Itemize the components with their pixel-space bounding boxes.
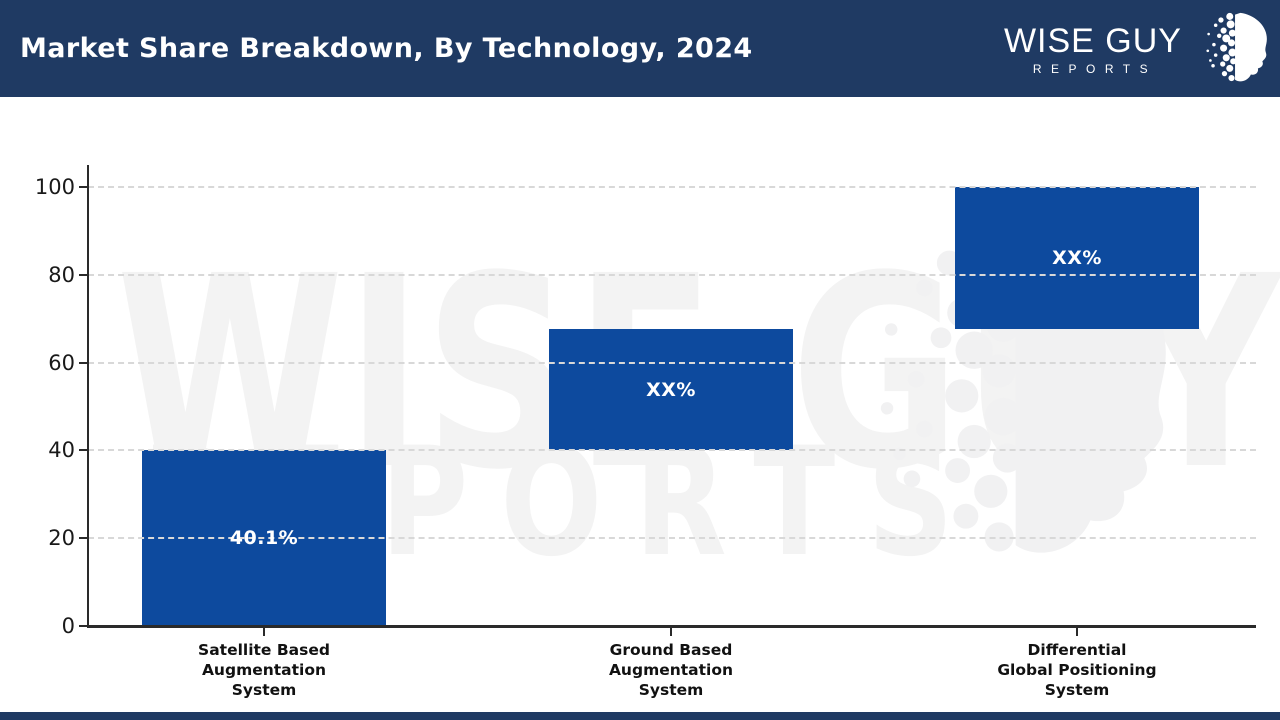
logo-reports-text: REPORTS [1032, 61, 1158, 76]
y-tick-label-80: 80 [48, 262, 75, 287]
y-tick-mark-80 [79, 273, 87, 276]
x-axis-spine [87, 625, 1256, 628]
bar-2 [955, 187, 1199, 330]
y-tick-mark-0 [79, 625, 87, 627]
y-tick-mark-100 [79, 186, 87, 188]
y-axis-spine [87, 165, 89, 627]
logo: WISE GUY REPORTS [1004, 0, 1272, 97]
footer-bar [0, 712, 1280, 720]
bar-1 [549, 329, 793, 450]
x-tick-mark-1 [670, 628, 672, 636]
page-title: Market Share Breakdown, By Technology, 2… [20, 33, 753, 64]
bar-value-label-1: XX% [646, 378, 696, 401]
x-tick-mark-0 [263, 628, 265, 636]
x-tick-mark-2 [1076, 628, 1078, 636]
logo-wordmark: WISE GUY REPORTS [1004, 22, 1182, 76]
y-tick-label-100: 100 [34, 175, 75, 199]
y-tick-label-60: 60 [48, 350, 75, 375]
x-category-label-2: Differential Global Positioning System [997, 641, 1157, 699]
y-tick-label-40: 40 [48, 438, 75, 463]
y-tick-label-0: 0 [61, 614, 75, 638]
y-tick-mark-60 [79, 361, 87, 364]
gridline-100 [88, 186, 1256, 188]
y-tick-mark-40 [79, 449, 87, 452]
y-tick-mark-20 [79, 537, 87, 540]
gridline-60 [88, 361, 1256, 364]
bar-value-label-2: XX% [1052, 247, 1102, 270]
header-bar: Market Share Breakdown, By Technology, 2… [0, 0, 1280, 97]
x-category-label-0: Satellite Based Augmentation System [198, 641, 330, 699]
gridline-40 [88, 449, 1256, 452]
bar-value-label-0: 40.1% [229, 526, 299, 549]
y-tick-label-20: 20 [48, 526, 75, 551]
x-category-label-1: Ground Based Augmentation System [608, 641, 734, 699]
logo-wiseguy-text: WISE GUY [1003, 21, 1182, 60]
gridline-20 [88, 537, 1256, 540]
gridline-80 [88, 273, 1256, 276]
logo-face-icon [1206, 12, 1267, 81]
